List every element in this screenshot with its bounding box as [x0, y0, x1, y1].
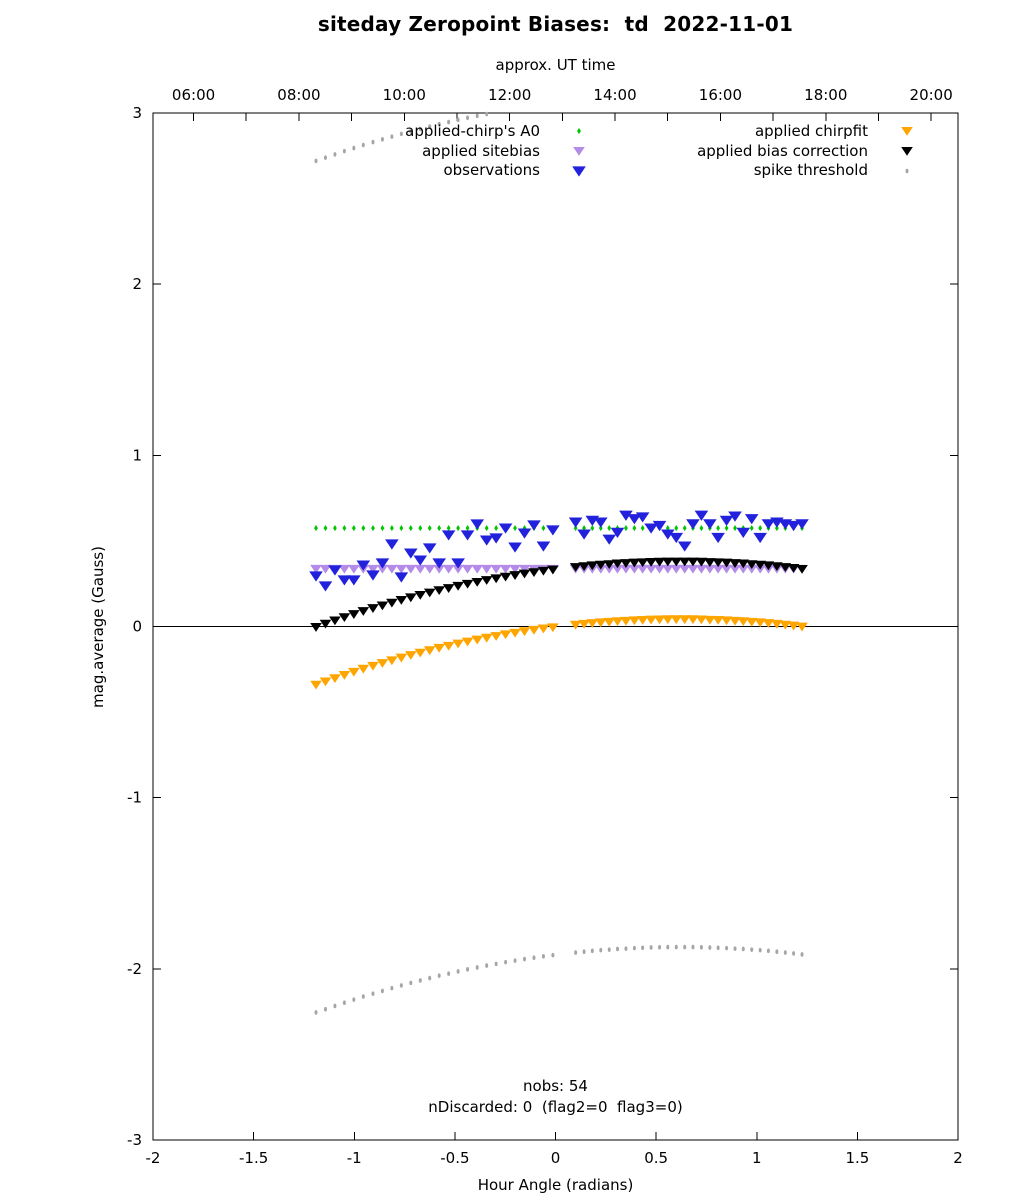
- svg-text:-1: -1: [127, 789, 142, 807]
- svg-text:10:00: 10:00: [383, 86, 426, 104]
- svg-text:1.5: 1.5: [845, 1149, 869, 1167]
- series-sitebias: [310, 564, 808, 574]
- svg-text:16:00: 16:00: [699, 86, 742, 104]
- legend-label-sitebias: applied sitebias: [422, 142, 540, 160]
- legend-label-chirpfit: applied chirpfit: [754, 122, 868, 140]
- series-spike_threshold: [314, 111, 804, 1015]
- svg-text:2: 2: [132, 275, 142, 293]
- svg-text:-2: -2: [146, 1149, 161, 1167]
- legend-label-bias-correction: applied bias correction: [697, 142, 868, 160]
- chart-title: siteday Zeropoint Biases: td 2022-11-01: [317, 12, 794, 36]
- ndiscarded-annotation: nDiscarded: 0 (flag2=0 flag3=0): [428, 1098, 683, 1116]
- legend-label-observations: observations: [443, 161, 540, 179]
- svg-text:-2: -2: [127, 960, 142, 978]
- svg-text:-0.5: -0.5: [440, 1149, 469, 1167]
- top-axis-label: approx. UT time: [495, 56, 616, 74]
- svg-text:1: 1: [132, 446, 142, 464]
- legend-label-spike-threshold: spike threshold: [753, 161, 868, 179]
- svg-text:2: 2: [953, 1149, 963, 1167]
- legend-markers: [572, 127, 913, 177]
- svg-text:20:00: 20:00: [910, 86, 953, 104]
- svg-text:12:00: 12:00: [488, 86, 531, 104]
- svg-text:3: 3: [132, 104, 142, 122]
- series-bias_correction: [310, 557, 808, 632]
- nobs-annotation: nobs: 54: [523, 1077, 588, 1095]
- svg-text:0: 0: [132, 618, 142, 636]
- series-chirpfit: [310, 615, 808, 690]
- y-axis-label: mag.average (Gauss): [89, 546, 107, 708]
- series-observations: [309, 510, 809, 592]
- svg-text:1: 1: [752, 1149, 762, 1167]
- tick-marks: [152, 112, 959, 1141]
- svg-text:0: 0: [551, 1149, 561, 1167]
- svg-text:18:00: 18:00: [804, 86, 847, 104]
- svg-text:0.5: 0.5: [644, 1149, 668, 1167]
- svg-text:06:00: 06:00: [172, 86, 215, 104]
- svg-text:-3: -3: [127, 1131, 142, 1149]
- svg-text:08:00: 08:00: [277, 86, 320, 104]
- svg-text:-1: -1: [347, 1149, 362, 1167]
- legend-label-a0: applied-chirp's A0: [405, 122, 540, 140]
- svg-text:-1.5: -1.5: [239, 1149, 268, 1167]
- svg-text:14:00: 14:00: [593, 86, 636, 104]
- x-axis-label: Hour Angle (radians): [477, 1176, 634, 1194]
